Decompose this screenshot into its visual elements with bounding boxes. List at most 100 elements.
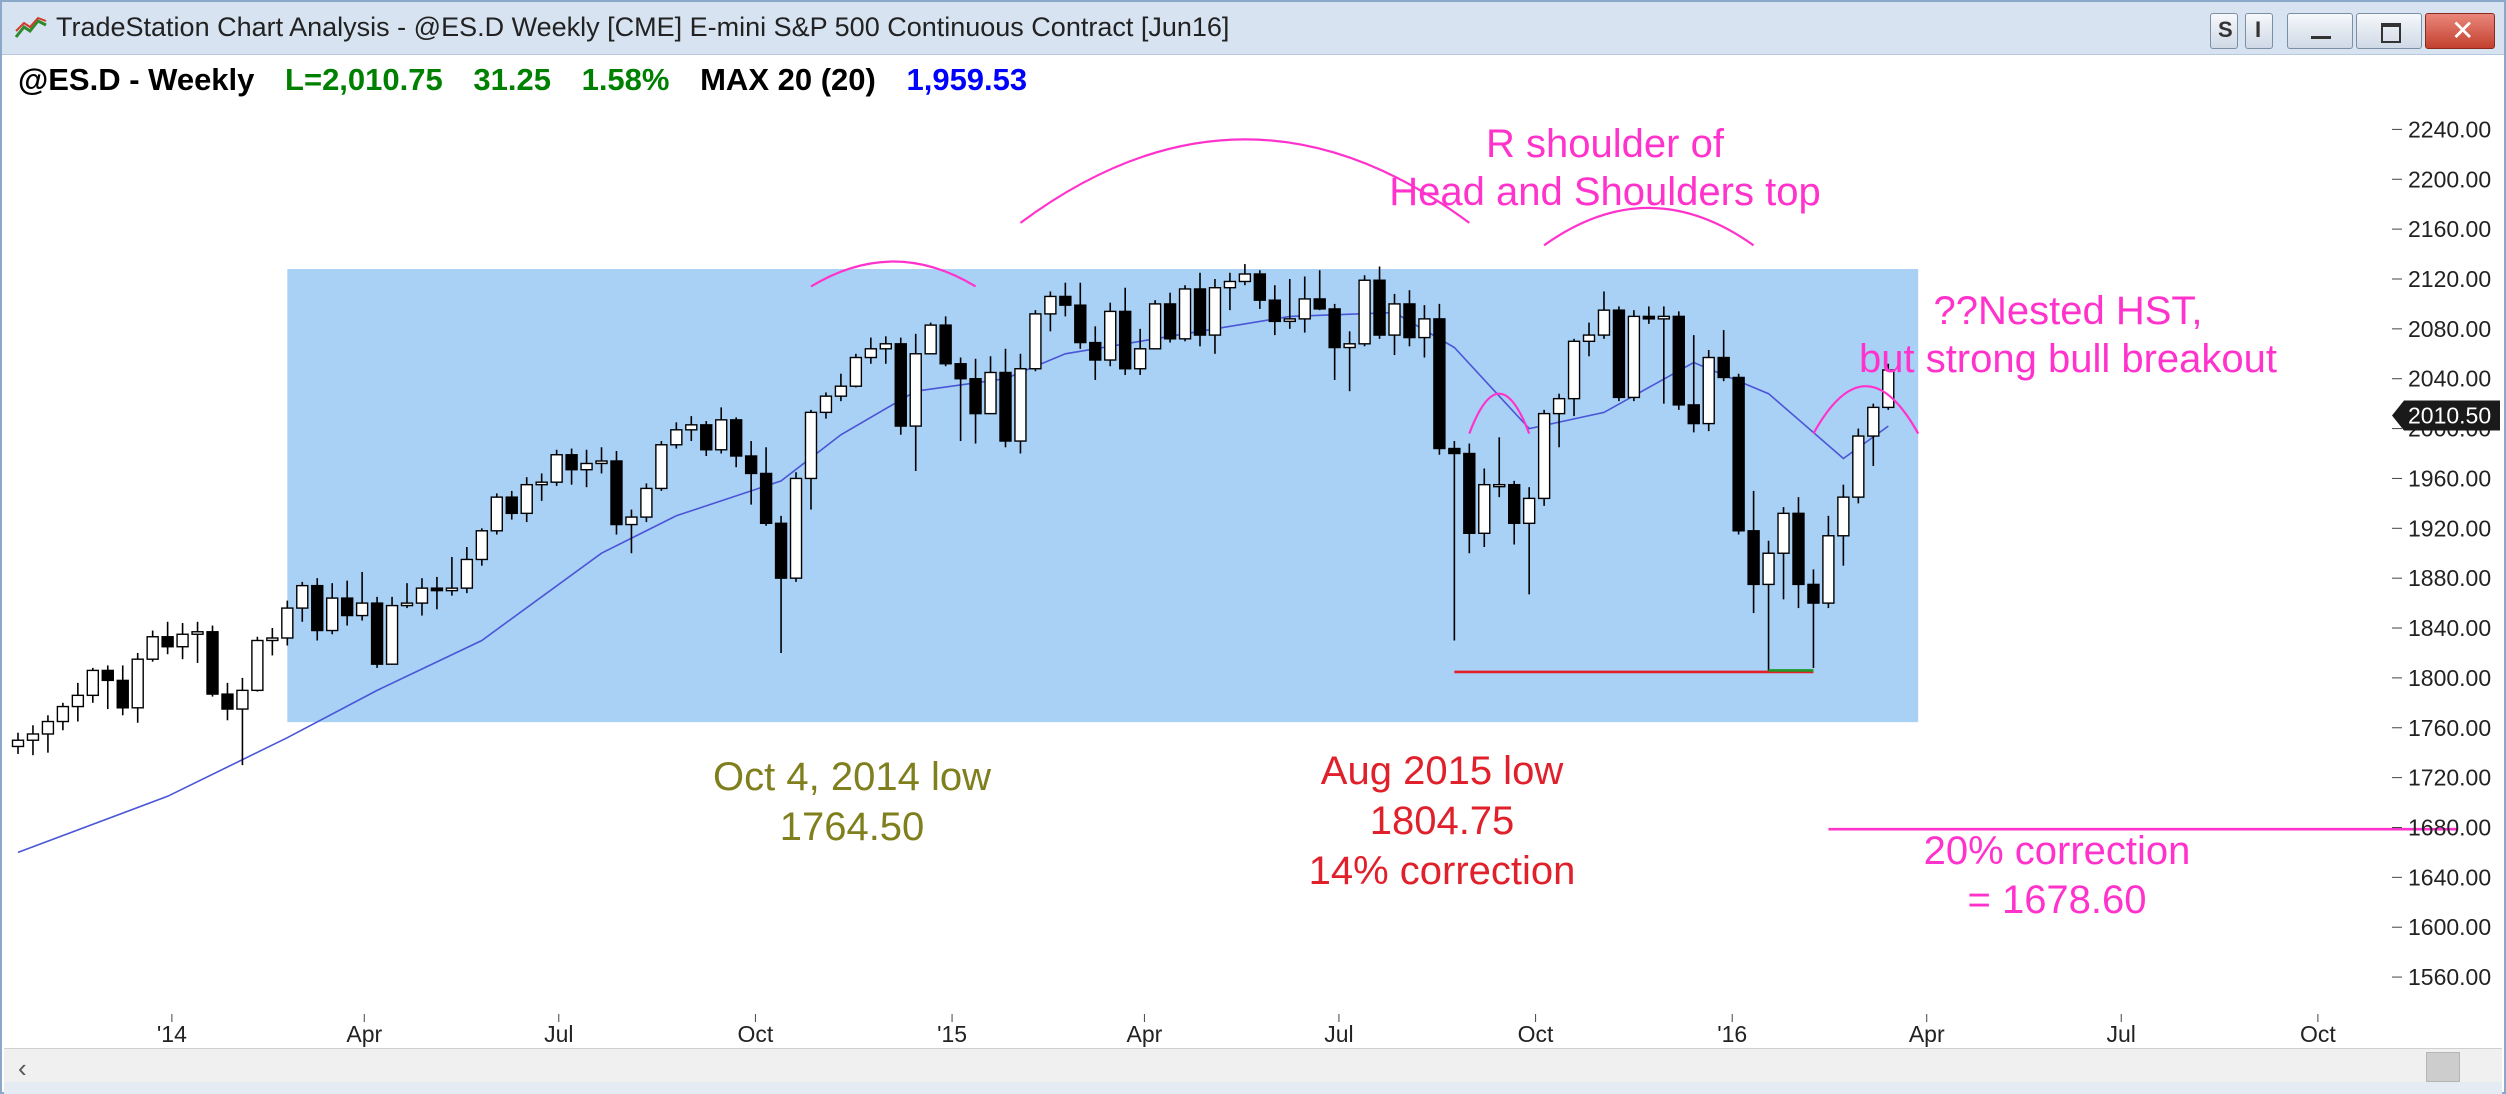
candle: [1463, 443, 1476, 554]
candle: [834, 373, 848, 402]
candle: [1537, 409, 1551, 506]
symbol-link-button[interactable]: S: [2210, 13, 2238, 49]
candle: [56, 702, 70, 731]
candle-body-up: [11, 739, 25, 748]
candle-body-up: [1478, 483, 1491, 534]
candle: [1074, 282, 1087, 349]
candle-body-up: [804, 411, 818, 480]
minimize-icon: [2311, 36, 2331, 39]
candle: [1672, 311, 1685, 410]
candle: [1193, 272, 1207, 347]
candle-body-down: [1403, 303, 1416, 339]
candle: [774, 515, 788, 653]
y-axis-label: 1760.00: [2408, 715, 2491, 741]
candle: [924, 322, 937, 355]
candle-body-up: [445, 587, 459, 592]
candle-body-down: [894, 343, 907, 427]
candle: [535, 473, 548, 501]
candle: [655, 441, 668, 491]
candle: [849, 353, 863, 388]
minimize-button[interactable]: [2287, 13, 2353, 49]
y-axis-label: 1880.00: [2408, 565, 2491, 591]
candle-body-down: [939, 324, 952, 365]
candle: [1732, 373, 1745, 535]
candle-body-up: [251, 639, 264, 692]
candle: [1717, 330, 1730, 382]
candle: [1373, 266, 1386, 339]
candle-body-up: [1882, 369, 1895, 409]
candle-body-up: [834, 385, 848, 397]
candle-body-down: [759, 472, 773, 525]
x-axis-label: Jul: [544, 1021, 573, 1047]
candle: [326, 583, 339, 635]
close-button[interactable]: ✕: [2425, 13, 2495, 49]
annotation-line: Oct 4, 2014 low: [713, 755, 991, 799]
candle-body-up: [400, 602, 414, 607]
candle: [1223, 272, 1237, 311]
candle-body-down: [1074, 304, 1087, 344]
candle-body-up: [789, 477, 803, 579]
candle: [1343, 331, 1356, 392]
candle: [999, 348, 1012, 448]
price-chart[interactable]: 1560.00 1600.00 1640.00 1680.00 1720.00 1760.…: [2, 2, 2504, 1048]
candle: [789, 472, 803, 582]
candle: [1358, 275, 1371, 347]
candle: [1178, 285, 1192, 342]
candle: [385, 596, 399, 665]
last-price-tag: 2010.50: [2392, 400, 2500, 431]
indicator-button[interactable]: I: [2245, 13, 2273, 49]
last-price-tag-bg: [2392, 400, 2500, 431]
y-axis-label: 2160.00: [2408, 216, 2491, 242]
candle-body-up: [1837, 496, 1850, 537]
candle-body-down: [729, 419, 743, 457]
candle-body-up: [1298, 298, 1311, 320]
candle: [1253, 270, 1267, 309]
candle-body-down: [610, 460, 623, 526]
candle: [595, 447, 608, 474]
x-axis-label: Apr: [1909, 1021, 1945, 1047]
maximize-button[interactable]: [2356, 13, 2422, 49]
candle-body-down: [1059, 295, 1072, 306]
candle: [1388, 293, 1401, 356]
pattern-arc: [810, 260, 977, 288]
candle: [41, 715, 55, 753]
candle-body-up: [490, 496, 503, 532]
candle: [610, 451, 623, 535]
candle-body-up: [1133, 348, 1147, 370]
annotation-line: R shoulder of: [1486, 122, 1725, 166]
candle-body-up: [355, 602, 369, 617]
candle-body-up: [176, 633, 189, 648]
candle: [131, 652, 144, 723]
scroll-left-arrow-icon[interactable]: ‹: [18, 1053, 27, 1083]
candle-body-up: [1223, 280, 1237, 289]
candle: [759, 447, 773, 526]
annotation-line: = 1678.60: [1967, 878, 2146, 922]
candle: [1642, 306, 1656, 324]
candle-body-down: [311, 584, 324, 632]
candle-body-up: [1343, 343, 1356, 349]
candle: [685, 416, 698, 442]
annotation-line: but strong bull breakout: [1859, 337, 2277, 381]
pattern-arc: [1019, 138, 1470, 224]
candle: [565, 448, 578, 485]
candle-body-up: [1044, 295, 1057, 315]
candle: [1762, 540, 1775, 673]
scroll-thumb[interactable]: [2426, 1052, 2460, 1082]
annotation-line: 1804.75: [1370, 799, 1515, 843]
candle: [1133, 328, 1147, 375]
candle-body-up: [1358, 279, 1371, 345]
candle: [116, 665, 129, 716]
candle-body-down: [206, 631, 219, 695]
annotation-line: 14% correction: [1309, 849, 1576, 893]
candle-body-up: [640, 487, 653, 518]
candle-body-up: [1777, 512, 1790, 554]
candle: [281, 600, 294, 646]
candle-body-down: [1253, 273, 1267, 301]
candle: [236, 677, 249, 766]
horizontal-scrollbar[interactable]: ‹: [4, 1048, 2502, 1083]
candle: [11, 732, 25, 754]
title-bar[interactable]: TradeStation Chart Analysis - @ES.D Week…: [2, 2, 2504, 55]
candle: [370, 596, 384, 668]
x-axis-label: Jul: [1324, 1021, 1353, 1047]
candle: [969, 358, 982, 444]
